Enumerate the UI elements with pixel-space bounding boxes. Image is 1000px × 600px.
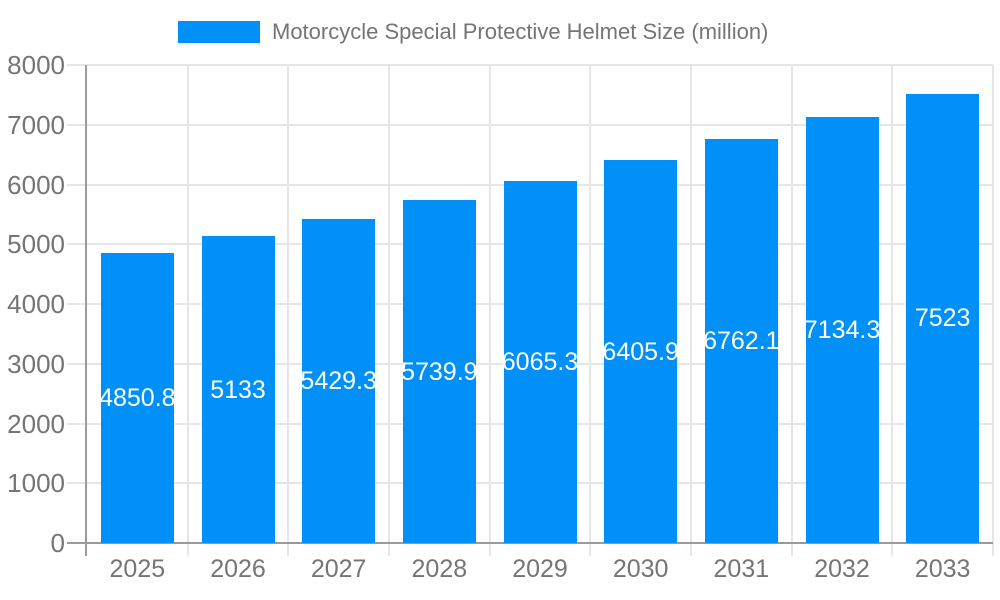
legend-swatch (178, 21, 260, 43)
x-axis-tick (891, 543, 894, 556)
bar-2029 (503, 180, 577, 543)
x-axis-tick-label: 2027 (310, 555, 367, 583)
y-axis-tick-label: 6000 (7, 169, 65, 200)
y-axis-tick-label: 3000 (7, 348, 65, 379)
bar-value-label: 5133 (210, 375, 266, 404)
bar-2033 (906, 93, 980, 543)
bar-2031 (704, 138, 778, 543)
x-axis-tick-label: 2031 (713, 555, 770, 583)
bar-value-label: 6405.9 (602, 337, 679, 366)
x-gridline (891, 65, 894, 543)
x-axis-tick (287, 543, 290, 556)
bar-value-label: 4850.8 (99, 384, 176, 413)
y-axis-tick-label: 1000 (7, 468, 65, 499)
bar-2025 (100, 253, 174, 543)
x-gridline (388, 65, 390, 543)
x-axis-tick (388, 543, 390, 556)
y-gridline (67, 123, 993, 126)
y-axis-tick-label: 5000 (7, 229, 65, 260)
bar-value-label: 6762.1 (703, 326, 780, 355)
bar-value-label: 7523 (914, 304, 971, 333)
y-gridline (67, 64, 993, 66)
x-gridline (992, 65, 994, 543)
bar-2026 (201, 236, 275, 543)
bar-2027 (302, 218, 376, 543)
bar-2030 (604, 160, 678, 543)
x-axis-tick-label: 2033 (914, 555, 971, 583)
x-axis-tick-label: 2029 (512, 555, 568, 583)
bar-2028 (402, 200, 476, 543)
bar-2032 (805, 116, 879, 543)
x-axis-tick (589, 543, 592, 556)
x-axis-tick (488, 543, 491, 556)
x-axis-tick (186, 543, 189, 556)
y-axis-tick-label: 7000 (7, 109, 65, 140)
bar-value-label: 7134.3 (803, 315, 881, 344)
x-axis-tick (790, 543, 793, 556)
x-gridline (488, 65, 491, 543)
x-gridline (589, 65, 592, 543)
bar-value-label: 5429.3 (300, 366, 377, 395)
x-axis-tick-label: 2032 (814, 555, 870, 583)
y-axis-line (85, 65, 87, 556)
y-axis-tick-label: 8000 (7, 50, 65, 80)
y-axis-tick-label: 4000 (7, 289, 65, 319)
x-gridline (690, 65, 692, 543)
x-axis-tick (992, 543, 994, 556)
x-axis-tick-label: 2030 (612, 555, 669, 583)
bar-value-label: 6065.3 (501, 347, 579, 376)
legend-item[interactable]: Motorcycle Special Protective Helmet Siz… (178, 21, 768, 43)
bar-value-label: 5739.9 (401, 357, 478, 386)
legend-label: Motorcycle Special Protective Helmet Siz… (272, 19, 769, 44)
x-gridline (186, 65, 189, 543)
x-axis-line (67, 542, 993, 544)
x-axis-tick (690, 543, 692, 556)
x-axis-tick-label: 2028 (411, 555, 468, 583)
y-axis-tick-label: 2000 (7, 408, 65, 439)
x-axis-tick-label: 2025 (109, 555, 166, 583)
x-gridline (287, 65, 290, 543)
x-axis-tick-label: 2026 (210, 555, 266, 583)
x-gridline (790, 65, 793, 543)
y-axis-tick-label: 0 (50, 528, 65, 558)
